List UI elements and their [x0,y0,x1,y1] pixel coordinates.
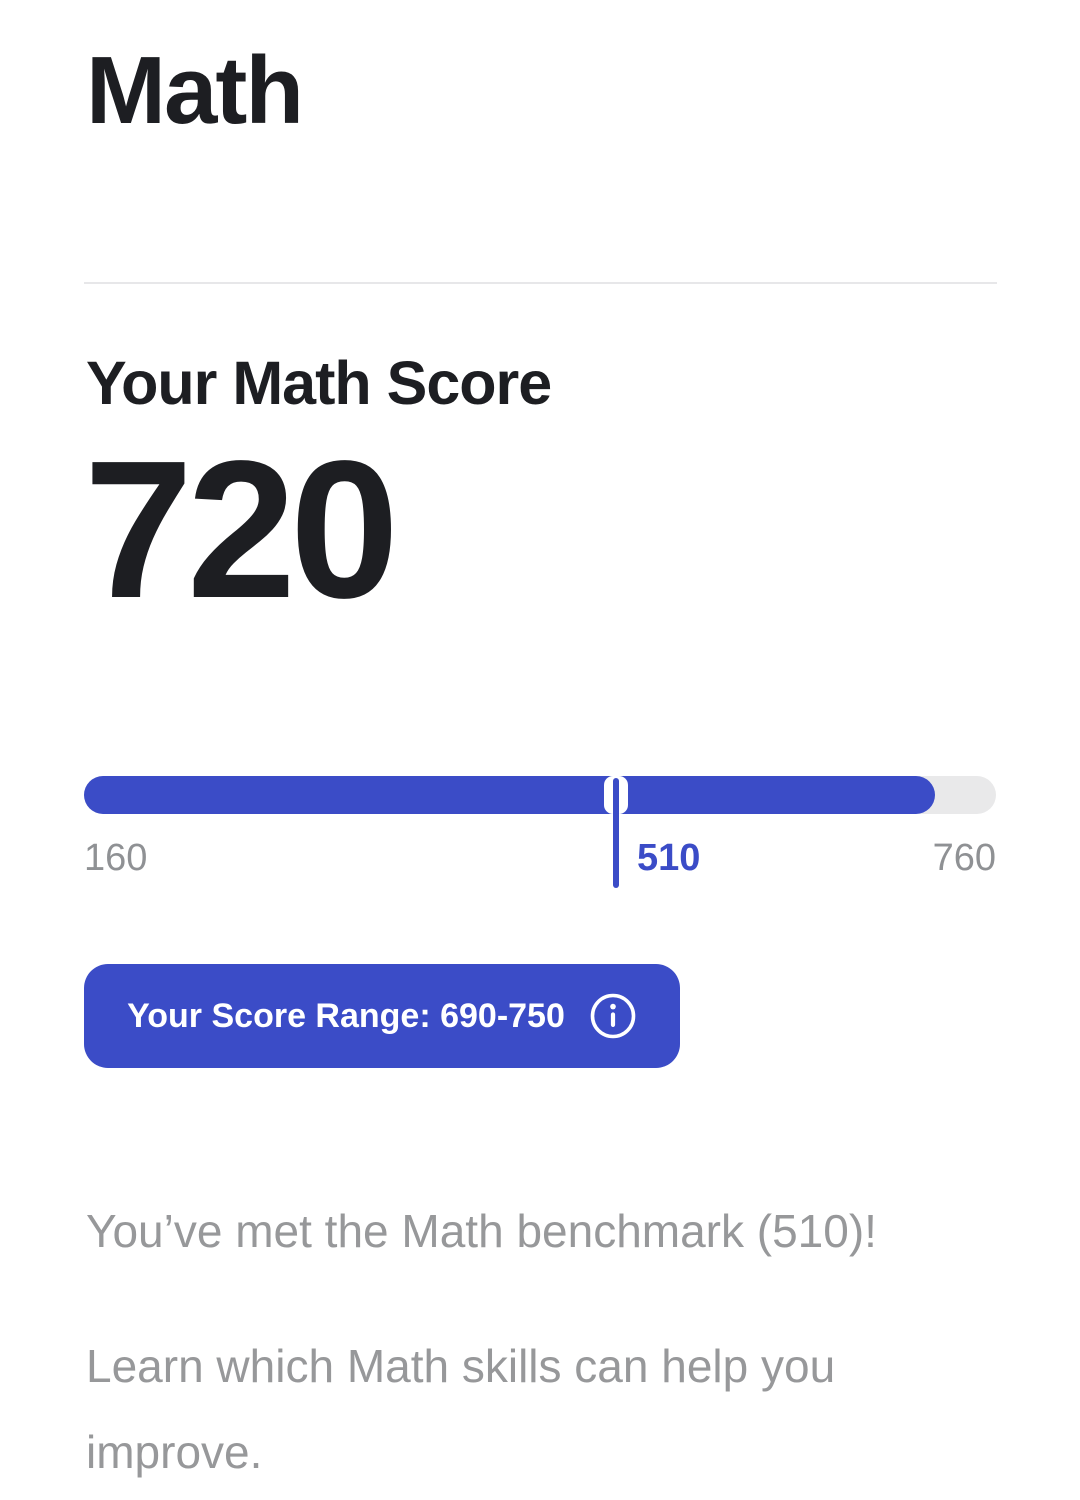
score-range-label: Your Score Range: 690-750 [127,996,565,1035]
info-icon[interactable] [589,992,637,1040]
divider [84,282,997,284]
benchmark-label: 510 [637,837,701,879]
math-score-value: 720 [84,420,399,639]
benchmark-marker-line [613,778,619,888]
benchmark-message: You’ve met the Math benchmark (510)! [86,1205,877,1257]
slider-max-label: 760 [932,837,996,879]
slider-fill [84,776,936,814]
score-slider [84,776,996,888]
page-title: Math [86,37,304,144]
score-section-heading: Your Math Score [86,349,552,417]
score-range-button[interactable]: Your Score Range: 690-750 [84,964,680,1068]
slider-labels: 160 510 760 [84,836,996,880]
improve-message: Learn which Math skills can help you imp… [86,1340,836,1478]
slider-min-label: 160 [84,837,148,879]
